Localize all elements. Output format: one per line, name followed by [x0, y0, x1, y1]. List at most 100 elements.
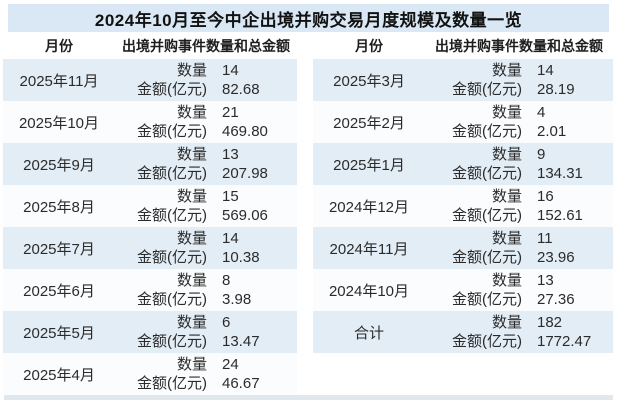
- amount-label: 金额(亿元): [452, 207, 522, 224]
- table-row: 2025年3月 数量 14 金额(亿元) 28.19: [313, 59, 613, 101]
- amount-value: 469.80: [222, 123, 268, 140]
- detail-cell: 数量 24 金额(亿元) 46.67: [115, 355, 297, 393]
- detail-cell: 数量 182 金额(亿元) 1772.47: [425, 313, 613, 351]
- qty-value: 9: [537, 146, 546, 163]
- qty-line: 数量 8: [115, 271, 297, 290]
- amount-label: 金额(亿元): [137, 249, 207, 266]
- amount-line: 金额(亿元) 10.38: [115, 248, 297, 267]
- detail-cell: 数量 14 金额(亿元) 82.68: [115, 61, 297, 99]
- qty-label: 数量: [491, 314, 522, 331]
- qty-label: 数量: [176, 62, 207, 79]
- amount-value: 23.96: [537, 249, 575, 266]
- detail-cell: 数量 6 金额(亿元) 13.47: [115, 313, 297, 351]
- amount-label: 金额(亿元): [452, 291, 522, 308]
- qty-line: 数量 11: [425, 229, 613, 248]
- amount-value: 152.61: [537, 207, 583, 224]
- qty-label: 数量: [491, 104, 522, 121]
- qty-value: 6: [222, 314, 231, 331]
- qty-label: 数量: [176, 230, 207, 247]
- qty-label: 数量: [176, 314, 207, 331]
- amount-label: 金额(亿元): [137, 165, 207, 182]
- qty-label: 数量: [176, 356, 207, 373]
- amount-value: 1772.47: [537, 333, 592, 350]
- month-label: 2025年5月: [23, 324, 95, 342]
- month-label: 2025年8月: [23, 198, 95, 216]
- amount-line: 金额(亿元) 3.98: [115, 290, 297, 309]
- amount-line: 金额(亿元) 28.19: [425, 80, 613, 99]
- amount-label: 金额(亿元): [452, 123, 522, 140]
- qty-value: 8: [222, 272, 231, 289]
- table-header-row: 月份 出境并购事件数量和总金额: [3, 32, 297, 59]
- table-right: 月份 出境并购事件数量和总金额 2025年3月 数量 14 金额(亿元) 28.19 20…: [313, 32, 613, 353]
- amount-label: 金额(亿元): [452, 165, 522, 182]
- detail-cell: 数量 13 金额(亿元) 207.98: [115, 145, 297, 183]
- qty-value: 24: [222, 356, 239, 373]
- qty-line: 数量 21: [115, 103, 297, 122]
- month-label: 2024年12月: [328, 198, 410, 216]
- qty-line: 数量 6: [115, 313, 297, 332]
- table-row: 2025年8月 数量 15 金额(亿元) 569.06: [3, 185, 297, 227]
- amount-label: 金额(亿元): [137, 333, 207, 350]
- qty-label: 数量: [176, 272, 207, 289]
- table-row: 2025年7月 数量 14 金额(亿元) 10.38: [3, 227, 297, 269]
- month-label: 2025年3月: [333, 72, 405, 90]
- table-row: 2025年1月 数量 9 金额(亿元) 134.31: [313, 143, 613, 185]
- page-title: 2024年10月至今中企出境并购交易月度规模及数量一览: [8, 4, 609, 32]
- amount-value: 13.47: [222, 333, 260, 350]
- amount-line: 金额(亿元) 569.06: [115, 206, 297, 225]
- qty-label: 数量: [491, 146, 522, 163]
- detail-cell: 数量 15 金额(亿元) 569.06: [115, 187, 297, 225]
- table-row: 2024年10月 数量 13 金额(亿元) 27.36: [313, 269, 613, 311]
- qty-value: 16: [537, 188, 554, 205]
- column-header-detail: 出境并购事件数量和总金额: [122, 37, 290, 54]
- amount-label: 金额(亿元): [452, 333, 522, 350]
- month-label: 2025年10月: [18, 114, 100, 132]
- table-body: 2025年3月 数量 14 金额(亿元) 28.19 2025年2月 数量 4 金额(亿元) 2.…: [313, 59, 613, 353]
- amount-value: 134.31: [537, 165, 583, 182]
- qty-line: 数量 15: [115, 187, 297, 206]
- qty-value: 182: [537, 314, 563, 331]
- qty-label: 数量: [176, 104, 207, 121]
- qty-label: 数量: [491, 230, 522, 247]
- amount-value: 82.68: [222, 81, 260, 98]
- qty-value: 14: [537, 62, 554, 79]
- amount-value: 3.98: [222, 291, 252, 308]
- qty-line: 数量 24: [115, 355, 297, 374]
- table-left: 月份 出境并购事件数量和总金额 2025年11月 数量 14 金额(亿元) 82.68 2…: [3, 32, 297, 395]
- column-header-detail: 出境并购事件数量和总金额: [435, 37, 603, 54]
- amount-label: 金额(亿元): [137, 375, 207, 392]
- detail-cell: 数量 21 金额(亿元) 469.80: [115, 103, 297, 141]
- qty-line: 数量 14: [115, 61, 297, 80]
- qty-line: 数量 14: [425, 61, 613, 80]
- amount-line: 金额(亿元) 469.80: [115, 122, 297, 141]
- month-label: 2025年9月: [23, 156, 95, 174]
- detail-cell: 数量 4 金额(亿元) 2.01: [425, 103, 613, 141]
- amount-line: 金额(亿元) 46.67: [115, 374, 297, 393]
- detail-cell: 数量 13 金额(亿元) 27.36: [425, 271, 613, 309]
- table-row: 2025年4月 数量 24 金额(亿元) 46.67: [3, 353, 297, 395]
- amount-label: 金额(亿元): [137, 81, 207, 98]
- detail-cell: 数量 14 金额(亿元) 28.19: [425, 61, 613, 99]
- amount-value: 27.36: [537, 291, 575, 308]
- amount-label: 金额(亿元): [137, 123, 207, 140]
- qty-value: 15: [222, 188, 239, 205]
- qty-value: 11: [537, 230, 553, 247]
- qty-line: 数量 14: [115, 229, 297, 248]
- month-label: 2024年10月: [328, 282, 410, 300]
- qty-value: 21: [222, 104, 239, 121]
- table-row: 2025年6月 数量 8 金额(亿元) 3.98: [3, 269, 297, 311]
- qty-value: 13: [537, 272, 554, 289]
- qty-value: 14: [222, 230, 239, 247]
- qty-value: 4: [537, 104, 546, 121]
- amount-label: 金额(亿元): [137, 207, 207, 224]
- qty-line: 数量 16: [425, 187, 613, 206]
- amount-value: 28.19: [537, 81, 575, 98]
- qty-line: 数量 4: [425, 103, 613, 122]
- amount-line: 金额(亿元) 1772.47: [425, 332, 613, 351]
- month-label: 2025年6月: [23, 282, 95, 300]
- qty-label: 数量: [491, 272, 522, 289]
- table-row: 2025年10月 数量 21 金额(亿元) 469.80: [3, 101, 297, 143]
- table-row: 2025年2月 数量 4 金额(亿元) 2.01: [313, 101, 613, 143]
- detail-cell: 数量 16 金额(亿元) 152.61: [425, 187, 613, 225]
- qty-line: 数量 13: [425, 271, 613, 290]
